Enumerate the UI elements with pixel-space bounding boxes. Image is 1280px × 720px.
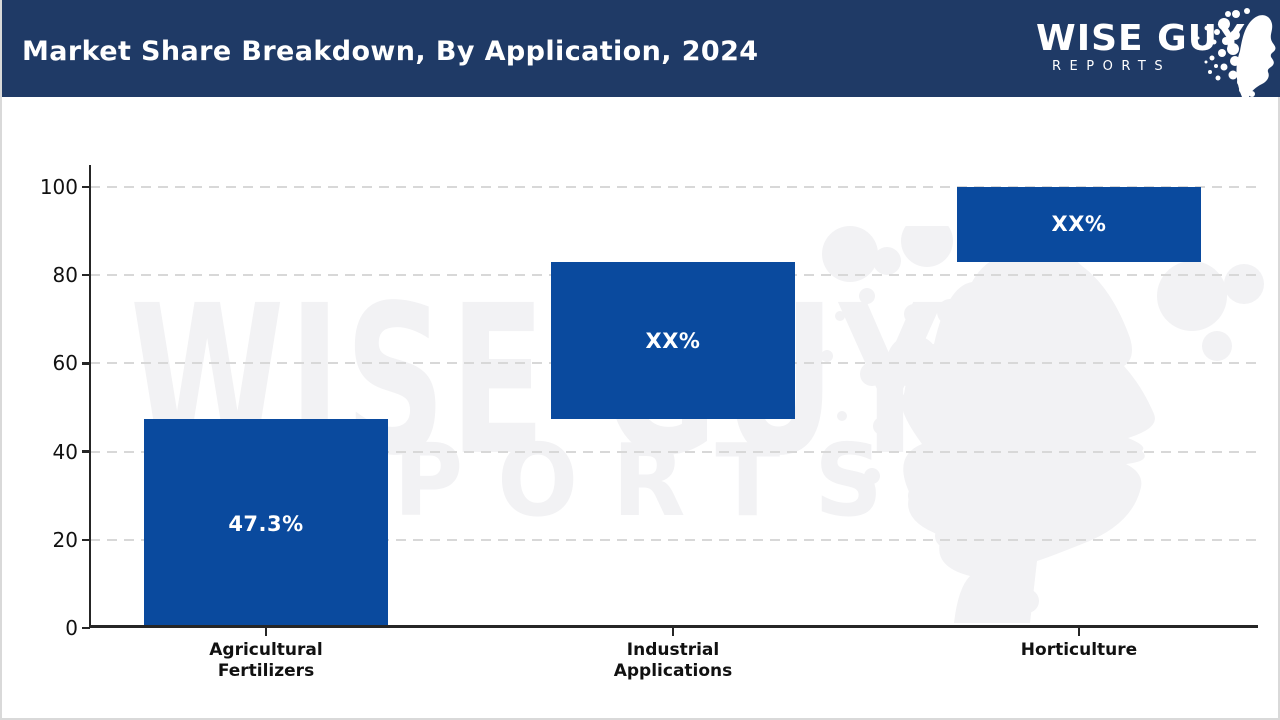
y-axis-tick-label: 20 xyxy=(52,527,78,552)
gridline-y-20 xyxy=(90,538,1256,541)
x-tickmark xyxy=(264,628,268,636)
logo-wordmark: WISE GUY xyxy=(1036,18,1246,59)
bar-value-label: XX% xyxy=(1051,212,1107,237)
bar-horticulture: XX% xyxy=(957,187,1201,262)
bar-industrial-applications: XX% xyxy=(551,261,795,420)
gridline-y-40 xyxy=(90,450,1256,453)
header: Market Share Breakdown, By Application, … xyxy=(2,0,1280,97)
watermark-face-icon xyxy=(821,226,1264,623)
page-title: Market Share Breakdown, By Application, … xyxy=(22,36,759,67)
logo-subtext: REPORTS xyxy=(1052,59,1172,74)
x-axis-label-horticulture: Horticulture xyxy=(1020,640,1138,660)
y-tickmark xyxy=(82,185,90,189)
x-axis-label-agricultural-fertilizers: Agricultural Fertilizers xyxy=(209,640,323,681)
gridline-y-100 xyxy=(90,186,1256,188)
y-tickmark xyxy=(82,273,90,277)
y-axis-tick-label: 60 xyxy=(52,351,78,376)
wiseguy-logo: WISE GUY REPORTS xyxy=(1036,2,1276,97)
x-tickmark xyxy=(671,628,675,636)
y-tickmark xyxy=(82,362,90,365)
bar-value-label: 47.3% xyxy=(228,511,304,536)
x-tickmark xyxy=(1077,628,1081,636)
bar-value-label: XX% xyxy=(645,328,701,353)
y-tickmark xyxy=(82,538,90,542)
x-axis-line xyxy=(88,625,1258,628)
y-tickmark xyxy=(82,450,90,453)
y-axis-tick-label: 80 xyxy=(52,263,78,288)
x-axis-label-industrial-applications: Industrial Applications xyxy=(613,640,733,681)
bar-agricultural-fertilizers: 47.3% xyxy=(144,419,388,628)
y-axis-tick-label: 100 xyxy=(39,175,78,199)
y-tickmark xyxy=(82,626,90,630)
logo-face-icon xyxy=(1196,8,1276,97)
y-axis-line xyxy=(88,165,91,628)
y-axis-tick-label: 40 xyxy=(52,439,78,464)
y-axis-tick-label: 0 xyxy=(65,616,78,640)
